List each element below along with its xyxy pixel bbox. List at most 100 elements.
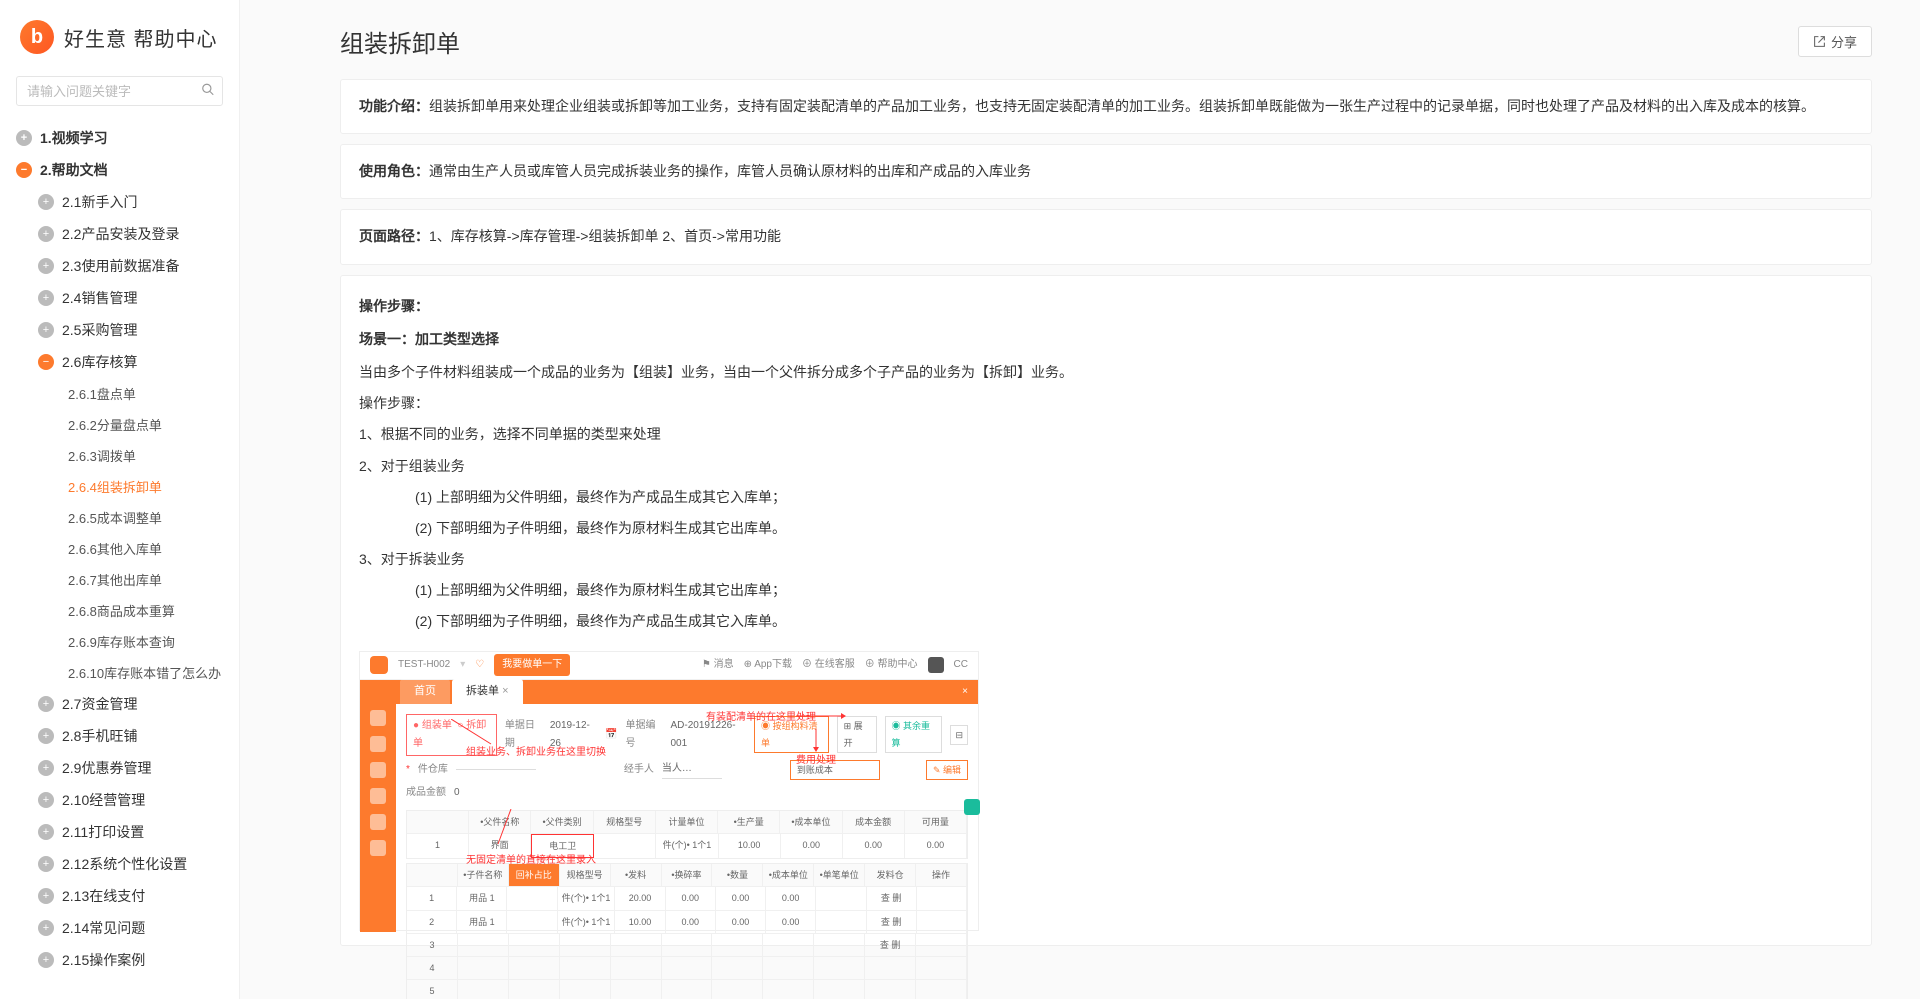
nav-label: 2.13在线支付 bbox=[62, 886, 145, 906]
plus-icon: + bbox=[38, 226, 54, 242]
page-header: 组装拆卸单 分享 bbox=[340, 24, 1872, 59]
logo-area: b 好生意 帮助中心 bbox=[0, 0, 239, 70]
nav-label: 2.9优惠券管理 bbox=[62, 758, 151, 778]
nav-label: 2.14常见问题 bbox=[62, 918, 145, 938]
steps-card: 操作步骤： 场景一：加工类型选择 当由多个子件材料组装成一个成品的业务为【组装】… bbox=[340, 275, 1872, 946]
nav-item[interactable]: +2.14常见问题 bbox=[8, 912, 231, 944]
nav-label: 2.1新手入门 bbox=[62, 192, 137, 212]
nav-item[interactable]: +2.13在线支付 bbox=[8, 880, 231, 912]
minus-icon: − bbox=[16, 162, 32, 178]
scene-desc: 当由多个子件材料组装成一个成品的业务为【组装】业务，当由一个父件拆分成多个子产品… bbox=[359, 360, 1853, 385]
steps-title: 操作步骤： bbox=[359, 294, 1853, 319]
search-box bbox=[16, 76, 223, 106]
logo-icon: b bbox=[20, 20, 54, 54]
ss-body: ● 组装单 ○ 拆卸单 单据日期 2019-12-26 📅 单据编号 AD-20… bbox=[360, 704, 978, 932]
ss-child-table: •子件名称回补占比规格型号•发料•换碎率•数量•成本单位•单笔单位发料仓操作 1… bbox=[406, 863, 968, 999]
search-icon[interactable] bbox=[201, 83, 215, 100]
scene-title: 场景一：加工类型选择 bbox=[359, 327, 1853, 352]
nav-item[interactable]: +2.2产品安装及登录 bbox=[8, 218, 231, 250]
plus-icon: + bbox=[38, 194, 54, 210]
role-text: 通常由生产人员或库管人员完成拆装业务的操作，库管人员确认原材料的出库和产成品的入… bbox=[429, 163, 1031, 179]
nav-label: 2.6.6其他入库单 bbox=[68, 539, 162, 558]
nav-label: 2.2产品安装及登录 bbox=[62, 224, 179, 244]
plus-icon: + bbox=[38, 322, 54, 338]
nav-label: 1.视频学习 bbox=[40, 128, 108, 148]
ss-tabs: 首页 拆装单 × × bbox=[360, 680, 978, 704]
plus-icon: + bbox=[16, 130, 32, 146]
ss-annotation-2: 组装业务、拆卸业务在这里切换 bbox=[466, 744, 606, 762]
nav-item[interactable]: +2.11打印设置 bbox=[8, 816, 231, 848]
nav-item[interactable]: 2.6.2分量盘点单 bbox=[8, 409, 231, 440]
nav-item[interactable]: +2.1新手入门 bbox=[8, 186, 231, 218]
share-button[interactable]: 分享 bbox=[1798, 26, 1872, 57]
nav-label: 2.5采购管理 bbox=[62, 320, 137, 340]
nav-label: 2.帮助文档 bbox=[40, 160, 108, 180]
ss-annotation-4: 无固定清单的直接在这里录入 bbox=[466, 852, 596, 870]
ss-topbar: TEST-H002 ▾ ♡ 我要做单一下 ⚑ 消息 ⊕ App下载 ⊕ 在线客服… bbox=[360, 652, 978, 680]
nav-item[interactable]: +2.10经营管理 bbox=[8, 784, 231, 816]
nav-item[interactable]: −2.6库存核算 bbox=[8, 346, 231, 378]
plus-icon: + bbox=[38, 920, 54, 936]
nav-item[interactable]: 2.6.4组装拆卸单 bbox=[8, 471, 231, 502]
plus-icon: + bbox=[38, 728, 54, 744]
intro-text: 组装拆卸单用来处理企业组装或拆卸等加工业务，支持有固定装配清单的产品加工业务，也… bbox=[429, 98, 1815, 114]
ss-nav-icon bbox=[370, 814, 386, 830]
ss-home-icon bbox=[370, 710, 386, 726]
nav-item[interactable]: −2.帮助文档 bbox=[8, 154, 231, 186]
search-input[interactable] bbox=[16, 76, 223, 106]
logo-text: 好生意 帮助中心 bbox=[64, 23, 218, 52]
main-content: 组装拆卸单 分享 功能介绍：组装拆卸单用来处理企业组装或拆卸等加工业务，支持有固… bbox=[240, 0, 1920, 999]
step-2b: (2) 下部明细为子件明细，最终作为原材料生成其它出库单。 bbox=[359, 516, 1853, 541]
nav-label: 2.6.7其他出库单 bbox=[68, 570, 162, 589]
nav-item[interactable]: +2.4销售管理 bbox=[8, 282, 231, 314]
path-text: 1、库存核算->库存管理->组装拆卸单 2、首页->常用功能 bbox=[429, 228, 781, 244]
step-3a: (1) 上部明细为父件明细，最终作为原材料生成其它出库单； bbox=[359, 578, 1853, 603]
path-label: 页面路径： bbox=[359, 228, 429, 244]
nav-item[interactable]: 2.6.5成本调整单 bbox=[8, 502, 231, 533]
nav-label: 2.10经营管理 bbox=[62, 790, 145, 810]
step-1: 1、根据不同的业务，选择不同单据的类型来处理 bbox=[359, 422, 1853, 447]
nav-item[interactable]: 2.6.9库存账本查询 bbox=[8, 626, 231, 657]
role-label: 使用角色： bbox=[359, 163, 429, 179]
role-card: 使用角色：通常由生产人员或库管人员完成拆装业务的操作，库管人员确认原材料的出库和… bbox=[340, 144, 1872, 199]
nav-label: 2.6.9库存账本查询 bbox=[68, 632, 175, 651]
nav-label: 2.11打印设置 bbox=[62, 822, 144, 842]
ss-form: ● 组装单 ○ 拆卸单 单据日期 2019-12-26 📅 单据编号 AD-20… bbox=[396, 704, 978, 932]
nav-item[interactable]: 2.6.3调拨单 bbox=[8, 440, 231, 471]
minus-icon: − bbox=[38, 354, 54, 370]
intro-card: 功能介绍：组装拆卸单用来处理企业组装或拆卸等加工业务，支持有固定装配清单的产品加… bbox=[340, 79, 1872, 134]
nav-item[interactable]: 2.6.1盘点单 bbox=[8, 378, 231, 409]
nav-item[interactable]: 2.6.10库存账本错了怎么办 bbox=[8, 657, 231, 688]
nav-item[interactable]: 2.6.7其他出库单 bbox=[8, 564, 231, 595]
step-2a: (1) 上部明细为父件明细，最终作为产成品生成其它入库单； bbox=[359, 485, 1853, 510]
embedded-screenshot: TEST-H002 ▾ ♡ 我要做单一下 ⚑ 消息 ⊕ App下载 ⊕ 在线客服… bbox=[359, 651, 979, 931]
step-3b: (2) 下部明细为子件明细，最终作为产成品生成其它入库单。 bbox=[359, 609, 1853, 634]
nav-item[interactable]: +2.5采购管理 bbox=[8, 314, 231, 346]
plus-icon: + bbox=[38, 760, 54, 776]
share-label: 分享 bbox=[1831, 32, 1857, 51]
ss-tab-home: 首页 bbox=[400, 679, 450, 704]
step-3: 3、对于拆装业务 bbox=[359, 547, 1853, 572]
plus-icon: + bbox=[38, 258, 54, 274]
intro-label: 功能介绍： bbox=[359, 98, 429, 114]
nav-item[interactable]: 2.6.6其他入库单 bbox=[8, 533, 231, 564]
nav-item[interactable]: +2.15操作案例 bbox=[8, 944, 231, 976]
nav-item[interactable]: +2.12系统个性化设置 bbox=[8, 848, 231, 880]
nav-label: 2.15操作案例 bbox=[62, 950, 145, 970]
nav-label: 2.6.2分量盘点单 bbox=[68, 415, 162, 434]
nav-item[interactable]: +2.8手机旺铺 bbox=[8, 720, 231, 752]
plus-icon: + bbox=[38, 888, 54, 904]
ss-leftbar bbox=[360, 704, 396, 932]
nav-item[interactable]: +2.9优惠券管理 bbox=[8, 752, 231, 784]
plus-icon: + bbox=[38, 856, 54, 872]
nav-item[interactable]: +2.7资金管理 bbox=[8, 688, 231, 720]
nav-label: 2.8手机旺铺 bbox=[62, 726, 137, 746]
nav-item[interactable]: +2.3使用前数据准备 bbox=[8, 250, 231, 282]
ss-expand-icon bbox=[964, 799, 980, 815]
step-2: 2、对于组装业务 bbox=[359, 454, 1853, 479]
nav-label: 2.3使用前数据准备 bbox=[62, 256, 179, 276]
plus-icon: + bbox=[38, 290, 54, 306]
nav-item[interactable]: +1.视频学习 bbox=[8, 122, 231, 154]
ss-tab-current: 拆装单 × bbox=[452, 679, 523, 704]
nav-item[interactable]: 2.6.8商品成本重算 bbox=[8, 595, 231, 626]
